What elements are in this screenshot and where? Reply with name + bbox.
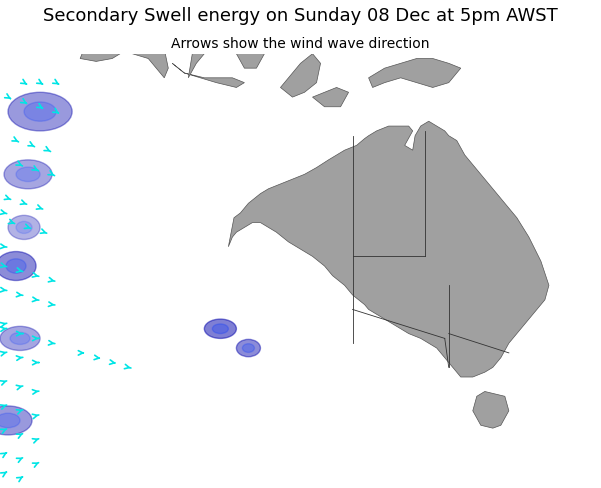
Ellipse shape [16,222,32,233]
Ellipse shape [236,339,260,357]
Ellipse shape [8,215,40,240]
Polygon shape [281,54,320,97]
Ellipse shape [0,406,32,435]
Ellipse shape [8,92,72,131]
Ellipse shape [10,332,30,345]
Ellipse shape [4,160,52,189]
Ellipse shape [16,167,40,182]
Polygon shape [368,59,461,87]
Ellipse shape [204,319,236,338]
Polygon shape [172,63,245,87]
Polygon shape [228,121,549,377]
Ellipse shape [212,324,228,334]
Ellipse shape [0,251,36,281]
Ellipse shape [24,102,56,121]
Polygon shape [80,30,168,78]
Ellipse shape [242,344,254,352]
Polygon shape [313,87,349,107]
Polygon shape [473,391,509,428]
Ellipse shape [6,259,26,273]
Ellipse shape [0,326,40,350]
Text: Secondary Swell energy on Sunday 08 Dec at 5pm AWST: Secondary Swell energy on Sunday 08 Dec … [43,7,558,25]
Polygon shape [188,10,264,78]
Ellipse shape [0,413,20,427]
Text: Arrows show the wind wave direction: Arrows show the wind wave direction [171,37,430,51]
